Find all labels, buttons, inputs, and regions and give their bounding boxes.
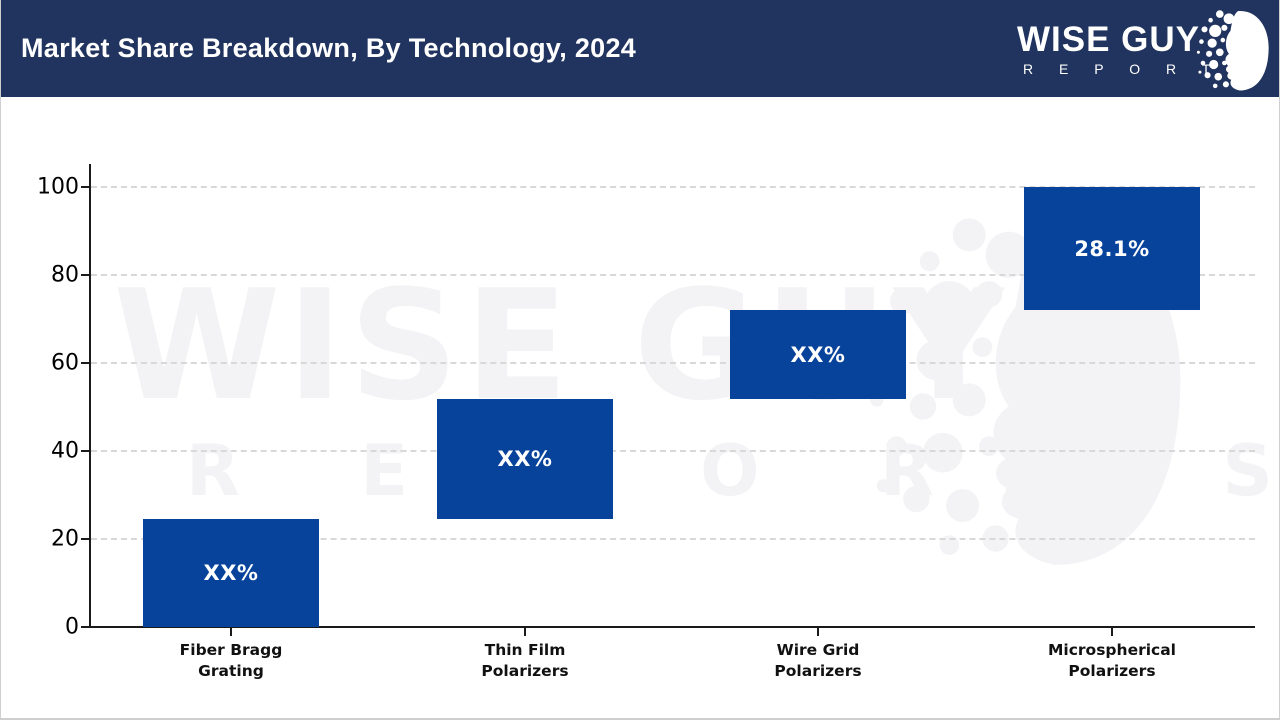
y-tick-100 (81, 186, 89, 188)
y-axis-line (89, 164, 91, 628)
x-tick-0 (230, 628, 232, 636)
bar-thin-film-polarizers: XX% (437, 399, 613, 520)
x-tick-3 (1111, 628, 1113, 636)
chart-title: Market Share Breakdown, By Technology, 2… (21, 33, 637, 63)
x-axis-line (85, 626, 1255, 628)
x-tick-1 (524, 628, 526, 636)
bar-value-label: XX% (203, 561, 259, 586)
gridline-y20 (91, 538, 1255, 540)
logo-wordmark: WISE GUY (1017, 20, 1201, 59)
logo-subtitle: R E P O R T S (1023, 61, 1257, 77)
x-category-label: Wire Grid Polarizers (774, 641, 862, 680)
dotted-face-icon (1196, 10, 1269, 91)
gridline-y100 (91, 186, 1255, 188)
y-tick-label-0: 0 (65, 614, 79, 640)
x-tick-2 (817, 628, 819, 636)
gridline-y40 (91, 450, 1255, 452)
y-tick-label-40: 40 (51, 438, 79, 464)
x-category-label: Thin Film Polarizers (481, 641, 569, 680)
y-tick-60 (81, 362, 89, 364)
y-tick-label-80: 80 (51, 262, 79, 288)
bar-value-label: 28.1% (1074, 236, 1150, 261)
wise-guy-reports-logo: WISE GUY R E P O R T S (1017, 6, 1269, 92)
header-bar: Market Share Breakdown, By Technology, 2… (1, 0, 1279, 97)
y-tick-80 (81, 274, 89, 276)
x-category-label: Microspherical Polarizers (1047, 641, 1177, 680)
bar-value-label: XX% (497, 447, 553, 472)
y-tick-label-100: 100 (37, 174, 79, 200)
bar-wire-grid-polarizers: XX% (730, 310, 906, 400)
logo-text: WISE GUY R E P O R T S (1017, 20, 1257, 77)
gridline-y80 (91, 274, 1255, 276)
y-tick-40 (81, 450, 89, 452)
y-tick-20 (81, 538, 89, 540)
bar-microspherical-polarizers: 28.1% (1024, 187, 1200, 311)
bar-value-label: XX% (790, 342, 846, 367)
bar-fiber-bragg-grating: XX% (143, 519, 319, 627)
y-tick-label-60: 60 (51, 350, 79, 376)
y-tick-label-20: 20 (51, 526, 79, 552)
x-category-label: Fiber Bragg Grating (179, 641, 283, 680)
gridline-y60 (91, 362, 1255, 364)
